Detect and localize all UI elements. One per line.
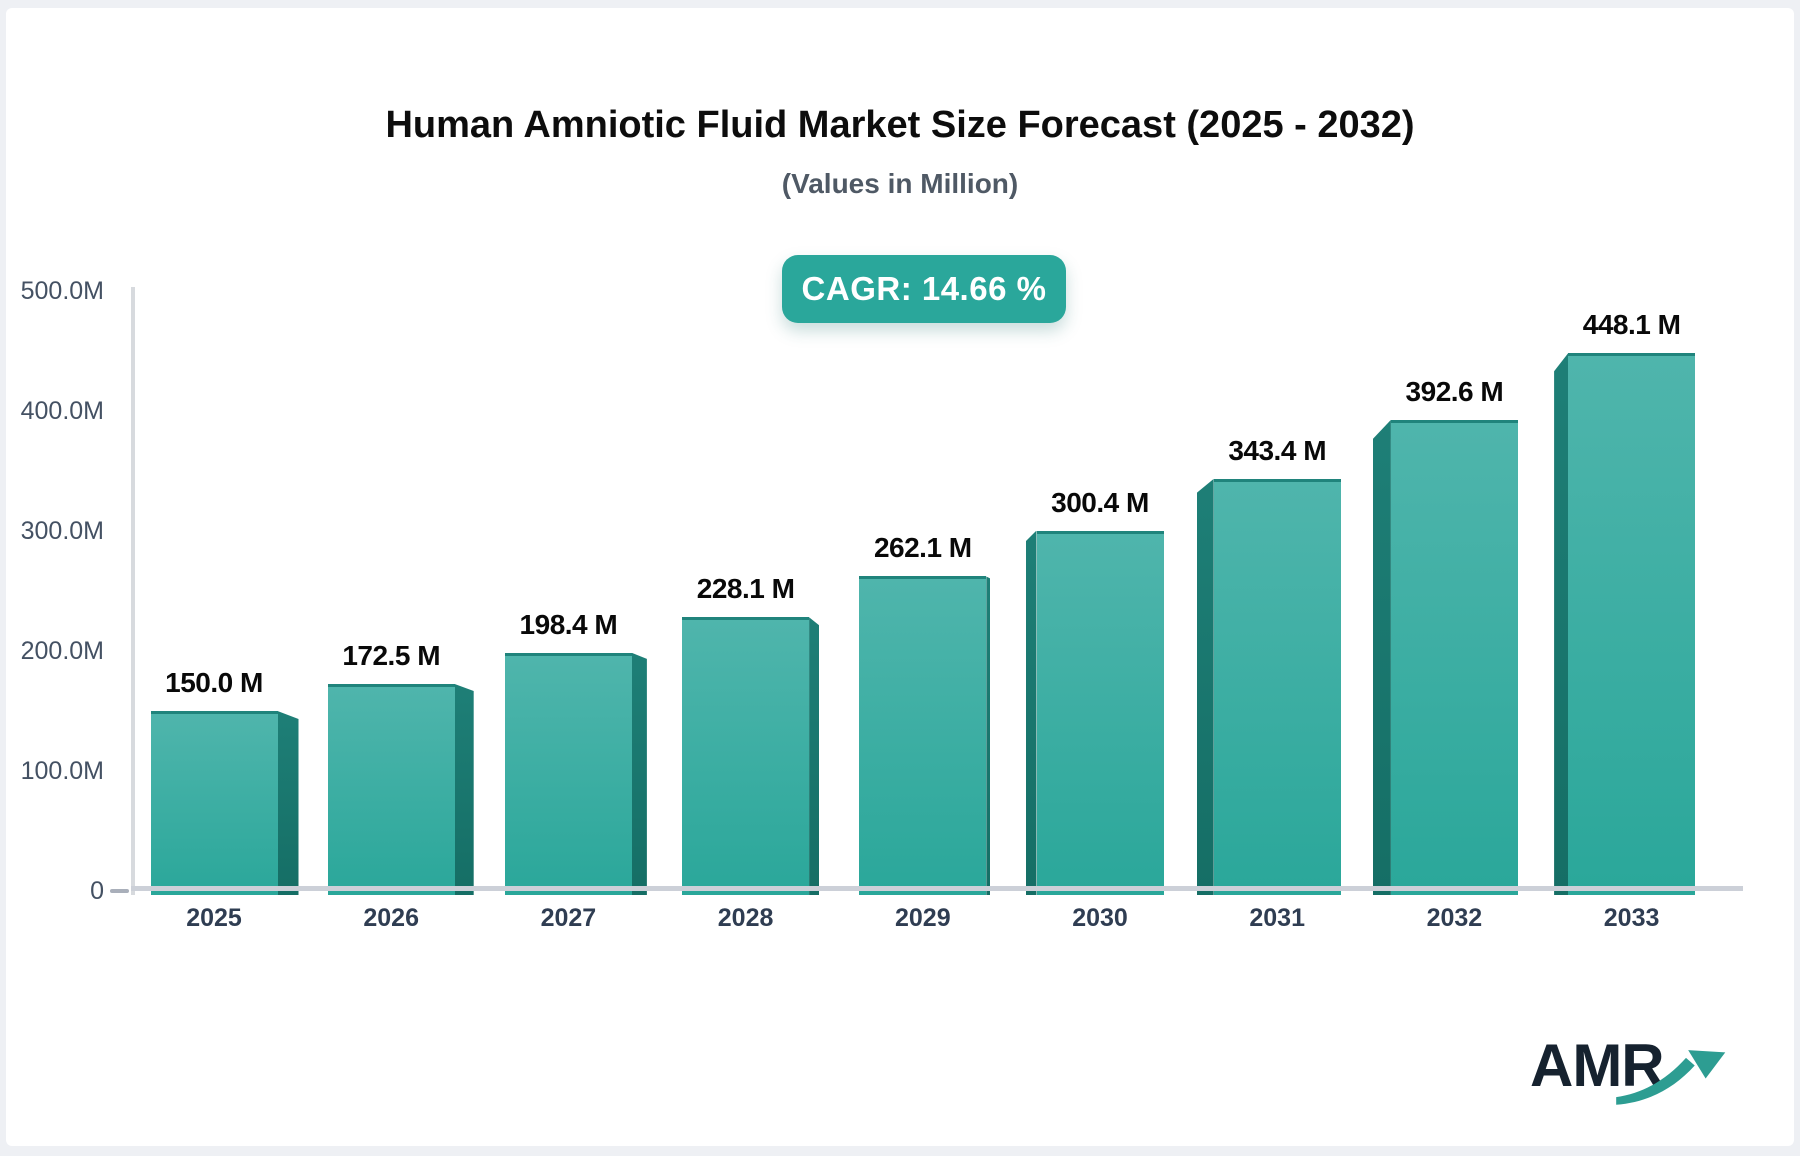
bar-value-label: 172.5 M bbox=[342, 640, 441, 671]
bar bbox=[859, 576, 987, 895]
bar-side-face bbox=[1025, 530, 1037, 895]
bar bbox=[1036, 530, 1164, 895]
x-tick-label: 2026 bbox=[363, 904, 419, 932]
y-tick-mark bbox=[110, 889, 129, 893]
x-tick-label: 2033 bbox=[1603, 904, 1660, 932]
y-tick-label: 0 bbox=[90, 877, 104, 905]
bar-value-label: 198.4 M bbox=[519, 608, 618, 640]
bar-value-label: 262.1 M bbox=[873, 532, 972, 564]
growth-arrow-icon bbox=[1616, 1050, 1726, 1105]
bar bbox=[1213, 478, 1341, 895]
bar-side-face bbox=[277, 711, 299, 895]
amr-logo: AMR bbox=[1530, 1036, 1730, 1116]
bar bbox=[682, 617, 810, 895]
bar-value-label: 300.4 M bbox=[1051, 486, 1149, 518]
bar-side-face bbox=[1372, 419, 1391, 895]
chart-card: Human Amniotic Fluid Market Size Forecas… bbox=[6, 8, 1794, 1146]
y-tick-label: 200.0M bbox=[20, 637, 104, 665]
cagr-badge: CAGR: 14.66 % bbox=[782, 255, 1066, 323]
y-tick-label: 300.0M bbox=[20, 517, 104, 545]
x-tick-label: 2025 bbox=[186, 904, 242, 932]
bar-value-label: 150.0 M bbox=[165, 667, 263, 698]
bar bbox=[327, 684, 455, 895]
bar-value-label: 448.1 M bbox=[1582, 309, 1681, 341]
bar-side-face bbox=[454, 684, 474, 895]
bar bbox=[504, 652, 632, 895]
bar-value-label: 392.6 M bbox=[1405, 375, 1504, 407]
x-tick-label: 2030 bbox=[1072, 904, 1128, 932]
bar-side-face bbox=[1554, 353, 1569, 895]
bar-side-face bbox=[631, 652, 647, 895]
bar bbox=[150, 711, 278, 895]
y-tick-label: 400.0M bbox=[20, 397, 104, 425]
x-tick-label: 2028 bbox=[717, 904, 774, 932]
x-tick-label: 2027 bbox=[540, 904, 597, 932]
bar-side-face bbox=[1196, 478, 1214, 895]
x-axis-baseline bbox=[131, 886, 1743, 891]
bar-chart: Human Amniotic Fluid Market Size Forecas… bbox=[6, 8, 1794, 1146]
amr-logo-text: AMR bbox=[1530, 1032, 1665, 1099]
bar-value-label: 343.4 M bbox=[1228, 434, 1327, 466]
x-tick-label: 2032 bbox=[1426, 904, 1483, 932]
bar-side-face bbox=[809, 617, 820, 895]
y-tick-label: 100.0M bbox=[20, 757, 104, 785]
x-tick-label: 2029 bbox=[894, 904, 951, 932]
cagr-badge-label: CAGR: 14.66 % bbox=[801, 270, 1047, 307]
x-tick-label: 2031 bbox=[1249, 904, 1305, 932]
y-axis-line bbox=[131, 287, 135, 895]
chart-subtitle: (Values in Million) bbox=[781, 168, 1019, 199]
bar bbox=[1568, 353, 1696, 895]
chart-title: Human Amniotic Fluid Market Size Forecas… bbox=[385, 104, 1415, 146]
bar-side-face bbox=[986, 576, 991, 895]
bar bbox=[1390, 419, 1518, 895]
y-tick-label: 500.0M bbox=[20, 277, 104, 305]
bar-value-label: 228.1 M bbox=[696, 573, 795, 605]
